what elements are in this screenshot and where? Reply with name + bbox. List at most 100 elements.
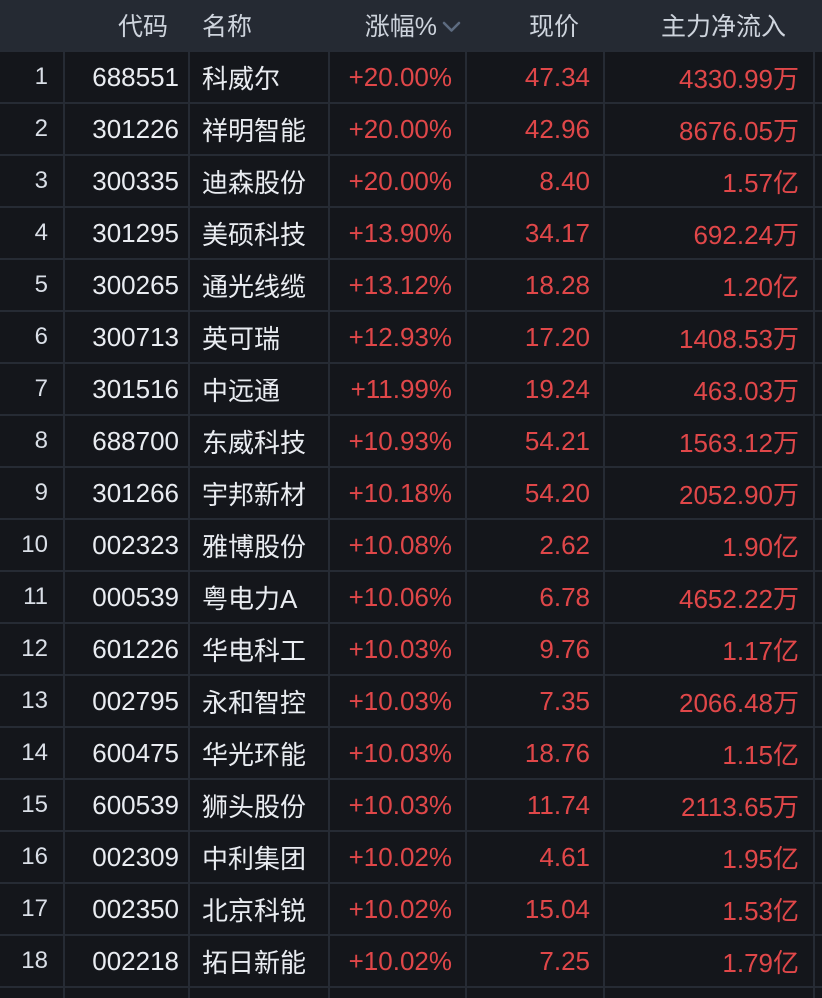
change-cell: +13.90% [330,208,467,258]
stock-row[interactable]: 4 301295 美硕科技 +13.90% 34.17 692.24万 [0,206,822,258]
rank-cell: 17 [0,884,65,934]
stock-row[interactable]: 7 301516 中远通 +11.99% 19.24 463.03万 [0,362,822,414]
clipped-next-row[interactable] [0,986,822,998]
name-cell: 狮头股份 [190,780,330,830]
name-cell: 北京科锐 [190,884,330,934]
header-name-label: 名称 [202,13,253,41]
name-cell: 迪森股份 [190,156,330,206]
name-cell: 科威尔 [190,52,330,102]
change-cell: +20.00% [330,52,467,102]
code-cell: 002309 [65,832,190,882]
inflow-cell: 692.24万 [605,208,815,258]
header-price[interactable]: 现价 [467,0,605,50]
rank-cell: 7 [0,364,65,414]
header-change-sorted[interactable]: 涨幅% [330,0,467,50]
next-column-sliver-cell [815,884,822,934]
price-cell: 2.62 [467,520,605,570]
rank-cell: 15 [0,780,65,830]
next-column-sliver-cell [815,572,822,622]
change-cell: +20.00% [330,156,467,206]
inflow-cell: 1.20亿 [605,260,815,310]
price-cell: 54.21 [467,416,605,466]
stock-row[interactable]: 1 688551 科威尔 +20.00% 47.34 4330.99万 [0,50,822,102]
change-cell: +10.03% [330,676,467,726]
header-next-column-sliver [815,0,822,50]
price-cell: 19.24 [467,364,605,414]
change-cell [330,988,467,998]
inflow-cell: 2052.90万 [605,468,815,518]
stock-row[interactable]: 12 601226 华电科工 +10.03% 9.76 1.17亿 [0,622,822,674]
code-cell: 002323 [65,520,190,570]
header-code-label: 代码 [117,13,168,41]
rank-cell: 3 [0,156,65,206]
price-cell: 15.04 [467,884,605,934]
header-rank-spacer [0,0,65,50]
inflow-cell: 8676.05万 [605,104,815,154]
code-cell: 688700 [65,416,190,466]
stock-row[interactable]: 11 000539 粤电力A +10.06% 6.78 4652.22万 [0,570,822,622]
code-cell: 600475 [65,728,190,778]
inflow-cell: 1.17亿 [605,624,815,674]
header-inflow-label: 主力净流入 [660,13,786,41]
price-cell: 8.40 [467,156,605,206]
next-column-sliver-cell [815,364,822,414]
next-column-sliver-cell [815,260,822,310]
next-column-sliver-cell [815,52,822,102]
stock-row[interactable]: 5 300265 通光线缆 +13.12% 18.28 1.20亿 [0,258,822,310]
header-name[interactable]: 名称 [190,0,330,50]
price-cell: 18.76 [467,728,605,778]
change-cell: +10.02% [330,832,467,882]
code-cell: 300335 [65,156,190,206]
code-cell: 002350 [65,884,190,934]
next-column-sliver-cell [815,468,822,518]
rank-cell: 10 [0,520,65,570]
stock-row[interactable]: 8 688700 东威科技 +10.93% 54.21 1563.12万 [0,414,822,466]
header-code[interactable]: 代码 [65,0,190,50]
inflow-cell: 1.57亿 [605,156,815,206]
next-column-sliver-cell [815,728,822,778]
code-cell: 600539 [65,780,190,830]
change-cell: +10.03% [330,624,467,674]
header-inflow[interactable]: 主力净流入 [605,0,815,50]
price-cell: 4.61 [467,832,605,882]
rank-cell: 13 [0,676,65,726]
inflow-cell: 1.79亿 [605,936,815,986]
change-cell: +10.08% [330,520,467,570]
stock-row[interactable]: 16 002309 中利集团 +10.02% 4.61 1.95亿 [0,830,822,882]
next-column-sliver-cell [815,104,822,154]
name-cell: 雅博股份 [190,520,330,570]
stock-row[interactable]: 9 301266 宇邦新材 +10.18% 54.20 2052.90万 [0,466,822,518]
stock-row[interactable]: 6 300713 英可瑞 +12.93% 17.20 1408.53万 [0,310,822,362]
change-cell: +13.12% [330,260,467,310]
rank-cell: 16 [0,832,65,882]
change-cell: +10.93% [330,416,467,466]
price-cell: 42.96 [467,104,605,154]
next-column-sliver-cell [815,936,822,986]
name-cell: 中远通 [190,364,330,414]
stock-row[interactable]: 10 002323 雅博股份 +10.08% 2.62 1.90亿 [0,518,822,570]
name-cell: 美硕科技 [190,208,330,258]
price-cell: 6.78 [467,572,605,622]
stock-row[interactable]: 15 600539 狮头股份 +10.03% 11.74 2113.65万 [0,778,822,830]
name-cell: 华电科工 [190,624,330,674]
code-cell: 301516 [65,364,190,414]
stock-row[interactable]: 14 600475 华光环能 +10.03% 18.76 1.15亿 [0,726,822,778]
next-column-sliver-cell [815,988,822,998]
rank-cell: 18 [0,936,65,986]
stock-row[interactable]: 17 002350 北京科锐 +10.02% 15.04 1.53亿 [0,882,822,934]
inflow-cell [605,988,815,998]
price-cell: 17.20 [467,312,605,362]
stock-row[interactable]: 13 002795 永和智控 +10.03% 7.35 2066.48万 [0,674,822,726]
stock-row[interactable]: 3 300335 迪森股份 +20.00% 8.40 1.57亿 [0,154,822,206]
name-cell [190,988,330,998]
inflow-cell: 463.03万 [605,364,815,414]
inflow-cell: 1408.53万 [605,312,815,362]
name-cell: 东威科技 [190,416,330,466]
table-header-row: 代码 名称 涨幅% 现价 主力净流入 [0,0,822,50]
next-column-sliver-cell [815,624,822,674]
stock-row[interactable]: 2 301226 祥明智能 +20.00% 42.96 8676.05万 [0,102,822,154]
change-cell: +20.00% [330,104,467,154]
change-cell: +12.93% [330,312,467,362]
stock-row[interactable]: 18 002218 拓日新能 +10.02% 7.25 1.79亿 [0,934,822,986]
